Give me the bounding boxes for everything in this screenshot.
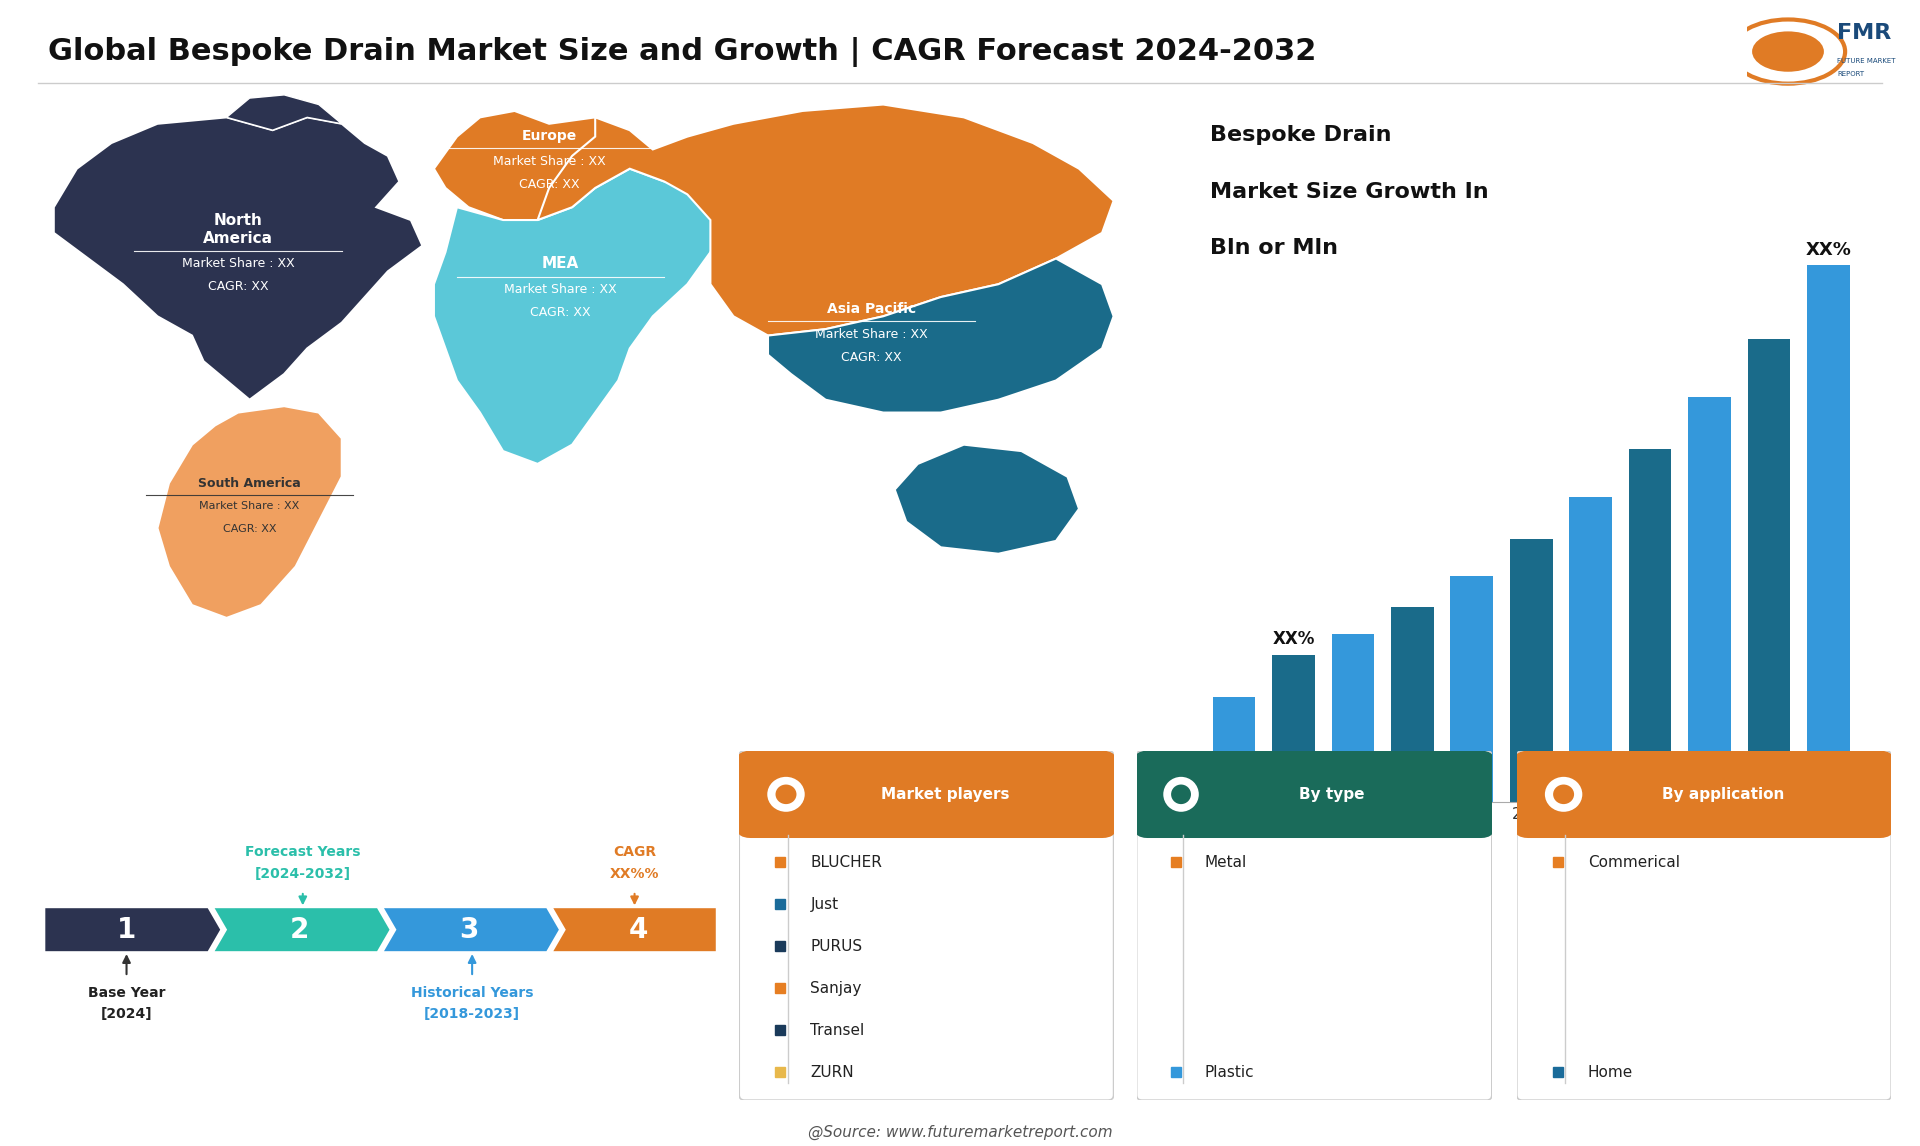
Text: ZURN: ZURN bbox=[810, 1065, 854, 1080]
Text: CAGR: XX: CAGR: XX bbox=[841, 351, 902, 364]
Text: Sanjay: Sanjay bbox=[810, 981, 862, 996]
Text: Just: Just bbox=[810, 897, 839, 912]
Text: [2018-2023]: [2018-2023] bbox=[424, 1007, 520, 1021]
Text: BLUCHER: BLUCHER bbox=[810, 855, 881, 870]
Text: By application: By application bbox=[1661, 787, 1784, 802]
Bar bbox=[1747, 339, 1789, 802]
Text: By type: By type bbox=[1300, 787, 1365, 802]
Polygon shape bbox=[46, 908, 221, 951]
Text: @Source: www.futuremarketreport.com: @Source: www.futuremarketreport.com bbox=[808, 1125, 1112, 1140]
Circle shape bbox=[1753, 31, 1824, 72]
FancyBboxPatch shape bbox=[735, 751, 1117, 838]
Text: Market Share : XX: Market Share : XX bbox=[200, 501, 300, 511]
Text: CAGR: XX: CAGR: XX bbox=[530, 306, 591, 319]
Text: XX%%: XX%% bbox=[611, 866, 659, 881]
Text: Asia Pacific: Asia Pacific bbox=[828, 303, 916, 316]
Text: Europe: Europe bbox=[522, 129, 576, 143]
Text: Global Bespoke Drain Market Size and Growth | CAGR Forecast 2024-2032: Global Bespoke Drain Market Size and Gro… bbox=[48, 37, 1317, 66]
Circle shape bbox=[1171, 785, 1190, 804]
Text: Historical Years: Historical Years bbox=[411, 986, 534, 999]
Text: FMR: FMR bbox=[1837, 23, 1891, 44]
Text: Market Share : XX: Market Share : XX bbox=[493, 155, 605, 167]
Circle shape bbox=[776, 785, 797, 804]
FancyBboxPatch shape bbox=[1513, 751, 1895, 838]
Bar bbox=[1213, 697, 1256, 802]
Text: FUTURE MARKET: FUTURE MARKET bbox=[1837, 57, 1895, 64]
Polygon shape bbox=[553, 908, 716, 951]
FancyBboxPatch shape bbox=[739, 751, 1114, 1100]
Circle shape bbox=[1164, 777, 1198, 811]
Text: 3: 3 bbox=[459, 916, 478, 943]
Circle shape bbox=[1546, 777, 1582, 811]
Text: Bespoke Drain: Bespoke Drain bbox=[1210, 125, 1392, 146]
Polygon shape bbox=[54, 117, 422, 400]
Text: Plastic: Plastic bbox=[1204, 1065, 1254, 1080]
Polygon shape bbox=[227, 95, 342, 131]
Bar bbox=[1509, 539, 1553, 802]
Text: CAGR: CAGR bbox=[612, 846, 657, 860]
Text: Bln or Mln: Bln or Mln bbox=[1210, 238, 1338, 258]
Polygon shape bbox=[895, 445, 1079, 554]
Text: Metal: Metal bbox=[1204, 855, 1246, 870]
Polygon shape bbox=[538, 104, 1114, 336]
Text: Market Share : XX: Market Share : XX bbox=[816, 328, 927, 340]
Text: [2024]: [2024] bbox=[100, 1007, 152, 1021]
Polygon shape bbox=[384, 908, 559, 951]
Text: CAGR: XX: CAGR: XX bbox=[207, 281, 269, 293]
FancyBboxPatch shape bbox=[1517, 751, 1891, 1100]
Text: PURUS: PURUS bbox=[810, 939, 862, 953]
Polygon shape bbox=[434, 168, 733, 464]
Text: CAGR: XX: CAGR: XX bbox=[518, 178, 580, 190]
Text: Home: Home bbox=[1588, 1065, 1634, 1080]
FancyBboxPatch shape bbox=[1133, 751, 1496, 838]
Text: XX%: XX% bbox=[1805, 241, 1851, 259]
Text: Market Share : XX: Market Share : XX bbox=[505, 283, 616, 296]
Bar bbox=[1569, 496, 1613, 802]
Bar bbox=[1628, 449, 1672, 802]
Bar bbox=[1450, 575, 1494, 802]
Text: Market players: Market players bbox=[881, 787, 1010, 802]
Polygon shape bbox=[215, 908, 390, 951]
Text: South America: South America bbox=[198, 477, 301, 489]
Text: 2: 2 bbox=[290, 916, 309, 943]
Text: Market Size Growth In: Market Size Growth In bbox=[1210, 182, 1488, 202]
FancyBboxPatch shape bbox=[1137, 751, 1492, 1100]
Text: Commerical: Commerical bbox=[1588, 855, 1680, 870]
Bar bbox=[1273, 654, 1315, 802]
Text: [2024-2032]: [2024-2032] bbox=[255, 866, 351, 881]
Bar bbox=[1331, 634, 1375, 802]
Text: Market Share : XX: Market Share : XX bbox=[182, 257, 294, 270]
Bar bbox=[1688, 397, 1732, 802]
Circle shape bbox=[768, 777, 804, 811]
Text: XX%: XX% bbox=[1273, 630, 1315, 649]
Bar bbox=[1390, 607, 1434, 802]
Text: Forecast Years: Forecast Years bbox=[246, 846, 361, 860]
Bar bbox=[1807, 265, 1849, 802]
Polygon shape bbox=[157, 406, 342, 618]
Circle shape bbox=[1553, 785, 1574, 804]
Text: North
America: North America bbox=[204, 213, 273, 245]
Text: Base Year: Base Year bbox=[88, 986, 165, 999]
Polygon shape bbox=[768, 259, 1114, 413]
Text: 1: 1 bbox=[117, 916, 136, 943]
Text: CAGR: XX: CAGR: XX bbox=[223, 524, 276, 534]
Text: Transel: Transel bbox=[810, 1022, 864, 1038]
Text: 4: 4 bbox=[628, 916, 647, 943]
Polygon shape bbox=[434, 111, 653, 220]
Text: MEA: MEA bbox=[541, 257, 580, 272]
Text: REPORT: REPORT bbox=[1837, 71, 1864, 78]
